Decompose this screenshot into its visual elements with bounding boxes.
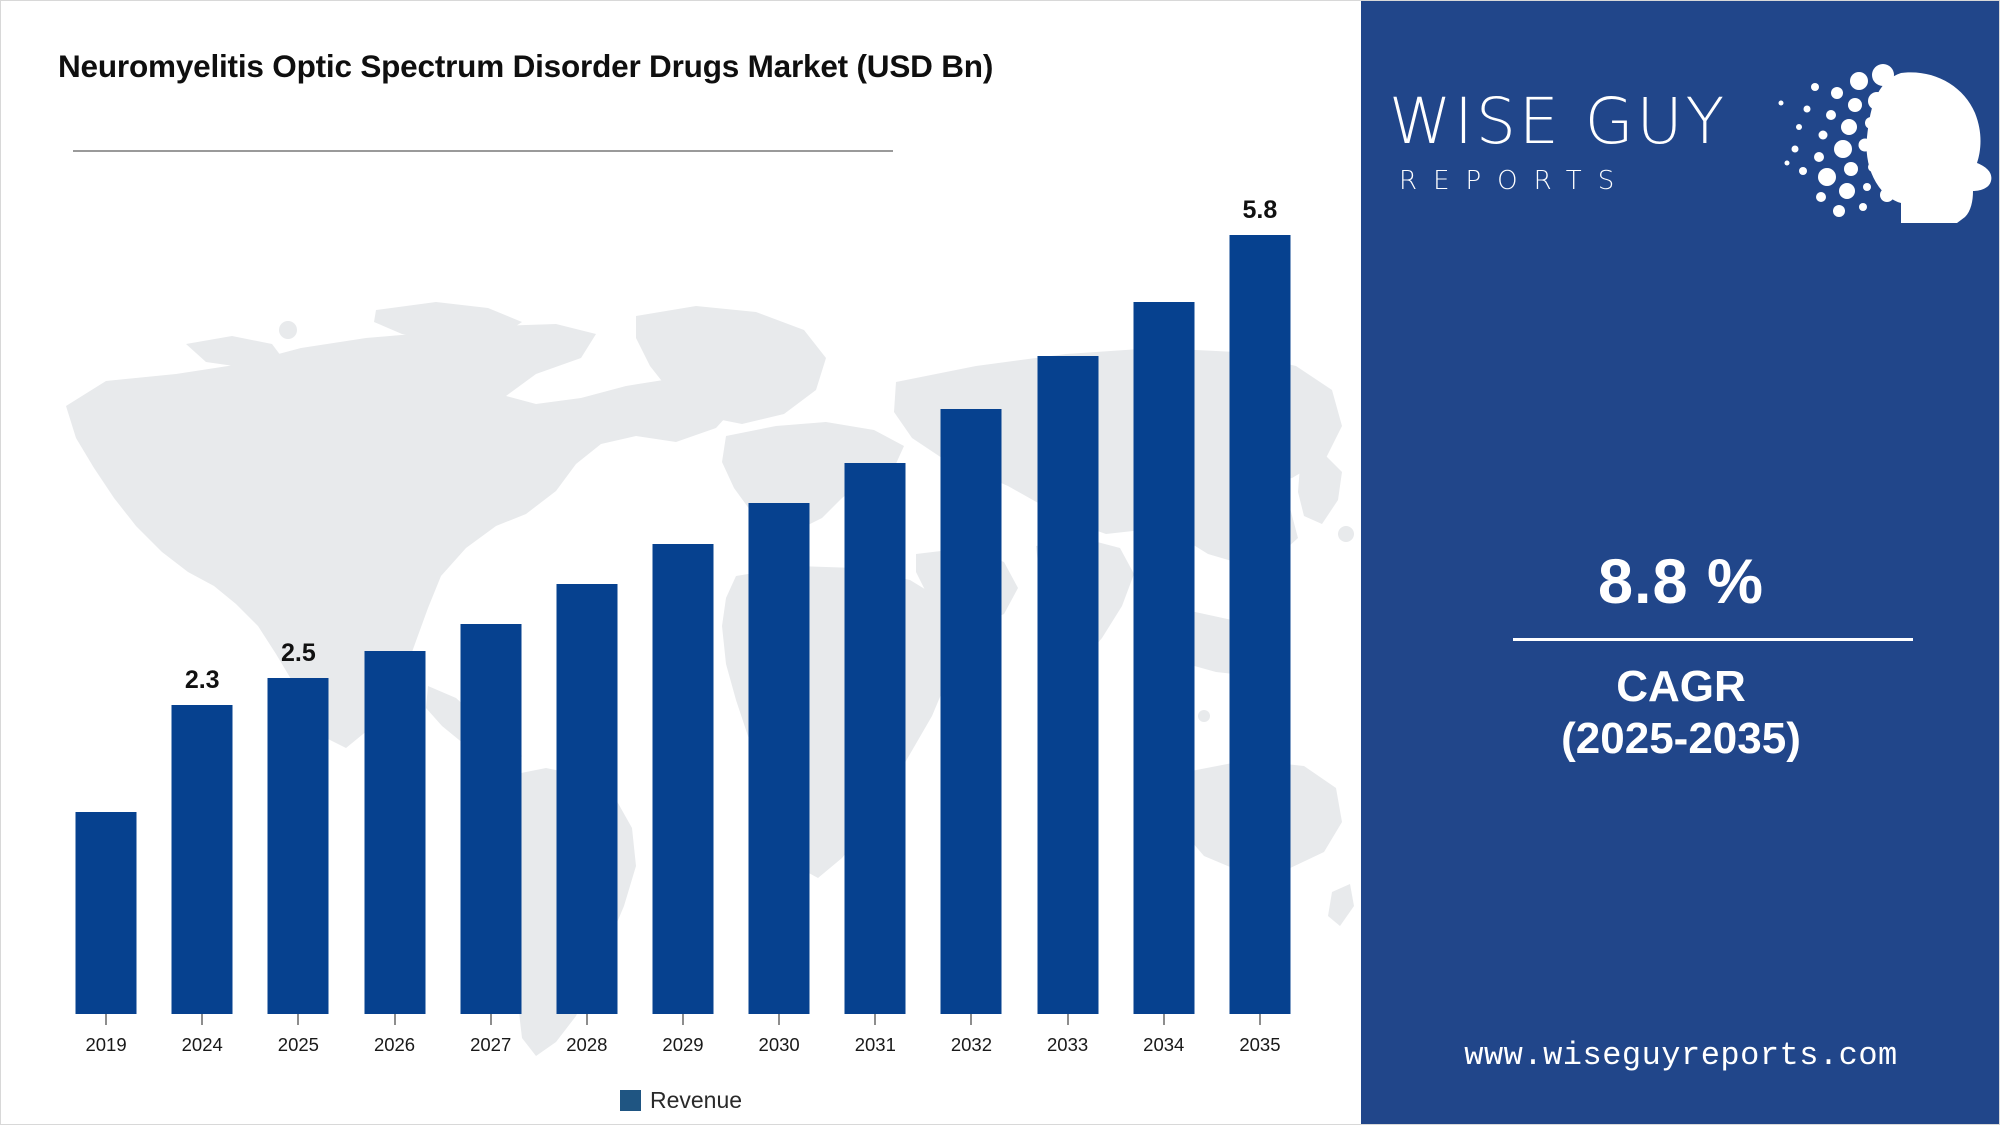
axis-tick-2034 <box>1162 1014 1165 1025</box>
bar-group-2033: 2033 <box>1020 181 1116 1055</box>
axis-label-2031: 2031 <box>854 1034 896 1055</box>
brand-panel: WISE GUY REPORTS <box>1361 1 1999 1124</box>
bar-value-label-2024: 2.3 <box>184 665 220 694</box>
logo-sub-text: REPORTS <box>1399 166 1631 196</box>
bar-group-2019: 2019 <box>58 181 154 1055</box>
title-divider <box>73 150 893 152</box>
axis-tick-2029 <box>681 1014 684 1025</box>
axis-tick-2030 <box>778 1014 781 1025</box>
bar-group-2032: 2032 <box>923 181 1019 1055</box>
bar-value-label-2025: 2.5 <box>280 639 316 668</box>
legend-swatch-revenue <box>619 1090 641 1111</box>
logo-main-text: WISE GUY <box>1389 85 1728 158</box>
bar-2025[interactable] <box>267 678 329 1014</box>
axis-label-2027: 2027 <box>470 1034 512 1055</box>
axis-tick-2026 <box>393 1014 396 1025</box>
axis-tick-2033 <box>1066 1014 1069 1025</box>
bar-group-2029: 2029 <box>635 181 731 1055</box>
wiseguy-logo[interactable]: WISE GUY REPORTS <box>1361 63 1999 223</box>
bar-2024[interactable] <box>171 704 233 1014</box>
bar-group-2035: 5.8 2035 <box>1212 181 1308 1055</box>
bar-group-2028: 2028 <box>539 181 635 1055</box>
bar-2031[interactable] <box>844 463 906 1014</box>
axis-label-2034: 2034 <box>1143 1034 1185 1055</box>
axis-label-2019: 2019 <box>85 1034 127 1055</box>
axis-tick-2028 <box>585 1014 588 1025</box>
site-url[interactable]: www.wiseguyreports.com <box>1464 1037 1898 1074</box>
bar-2029[interactable] <box>652 543 714 1014</box>
axis-label-2035: 2035 <box>1239 1034 1281 1055</box>
cagr-label-line1: CAGR <box>1616 662 1746 711</box>
axis-tick-2019 <box>105 1014 108 1025</box>
bar-2035[interactable] <box>1229 234 1291 1014</box>
axis-label-2028: 2028 <box>566 1034 608 1055</box>
bar-chart-plot: 2019 2.3 2024 2.5 2025 2026 2027 2028 2029 2030 20… <box>58 181 1308 1056</box>
bar-group-2025: 2.5 2025 <box>250 181 346 1055</box>
axis-label-2025: 2025 <box>277 1034 319 1055</box>
cagr-label-line2: (2025-2035) <box>1561 714 1801 763</box>
bar-value-label-2035: 5.8 <box>1242 195 1278 224</box>
bar-2034[interactable] <box>1133 301 1195 1014</box>
axis-tick-2032 <box>970 1014 973 1025</box>
chart-panel: Neuromyelitis Optic Spectrum Disorder Dr… <box>1 1 1361 1124</box>
bar-2032[interactable] <box>940 409 1002 1014</box>
axis-tick-2025 <box>297 1014 300 1025</box>
bar-group-2030: 2030 <box>731 181 827 1055</box>
axis-tick-2035 <box>1258 1014 1261 1025</box>
page-title: Neuromyelitis Optic Spectrum Disorder Dr… <box>58 48 994 84</box>
cagr-divider <box>1513 638 1913 641</box>
axis-tick-2024 <box>201 1014 204 1025</box>
cagr-value: 8.8 % <box>1597 547 1765 617</box>
bar-group-2031: 2031 <box>827 181 923 1055</box>
axis-label-2032: 2032 <box>950 1034 993 1055</box>
axis-tick-2031 <box>874 1014 877 1025</box>
bar-2026[interactable] <box>364 651 426 1014</box>
cagr-label: CAGR (2025-2035) <box>1361 661 1999 765</box>
bar-2019[interactable] <box>75 812 137 1014</box>
bar-2027[interactable] <box>460 624 522 1014</box>
axis-tick-2027 <box>489 1014 492 1025</box>
axis-label-2029: 2029 <box>662 1034 704 1055</box>
bar-group-2027: 2027 <box>443 181 539 1055</box>
chart-legend: Revenue <box>1 1087 1361 1114</box>
bar-2028[interactable] <box>556 584 618 1014</box>
axis-label-2024: 2024 <box>181 1034 223 1055</box>
axis-label-2033: 2033 <box>1047 1034 1089 1055</box>
dotted-head-silhouette-icon <box>1778 64 1992 223</box>
bar-2030[interactable] <box>748 503 810 1014</box>
bar-group-2024: 2.3 2024 <box>154 181 250 1055</box>
bar-2033[interactable] <box>1037 355 1099 1014</box>
bar-group-2026: 2026 <box>346 181 442 1055</box>
axis-label-2026: 2026 <box>373 1034 416 1055</box>
legend-label-revenue: Revenue <box>649 1087 743 1113</box>
axis-label-2030: 2030 <box>758 1034 800 1055</box>
bar-group-2034: 2034 <box>1116 181 1212 1055</box>
